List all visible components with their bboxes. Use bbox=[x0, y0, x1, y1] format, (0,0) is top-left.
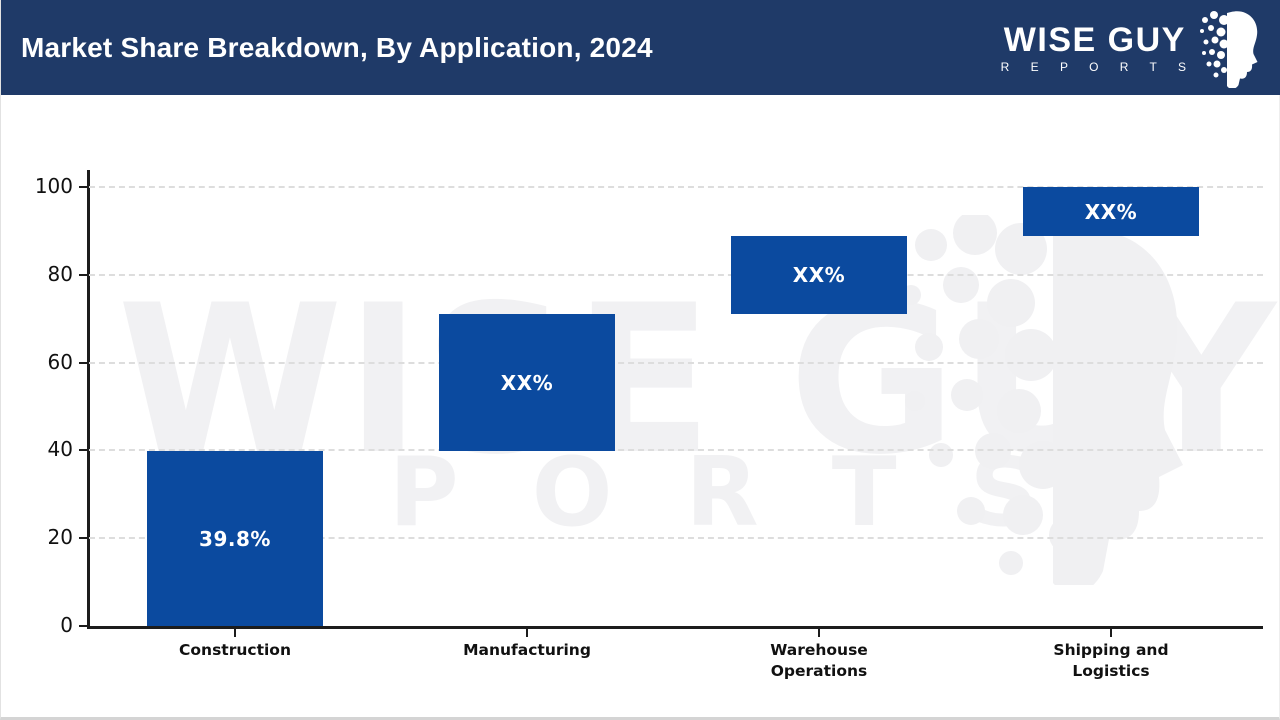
y-tick-60 bbox=[79, 361, 88, 364]
watermark-head-graphic bbox=[901, 215, 1183, 585]
brand-name: WISE GUY bbox=[1003, 20, 1186, 59]
x-tick-1 bbox=[526, 629, 528, 637]
x-tick-2 bbox=[818, 629, 820, 637]
brand-head-icon bbox=[1200, 10, 1258, 88]
y-tick-label-40: 40 bbox=[47, 437, 73, 462]
page-title: Market Share Breakdown, By Application, … bbox=[21, 31, 653, 63]
brand-wordmark: WISE GUY R E P O R T S bbox=[995, 22, 1195, 74]
category-label-1: Manufacturing bbox=[463, 641, 591, 659]
category-label-3: Shipping and Logistics bbox=[1053, 641, 1169, 680]
gridline-y-60 bbox=[89, 361, 1263, 364]
x-tick-3 bbox=[1110, 629, 1112, 637]
bar-value-label: 39.8% bbox=[199, 526, 271, 551]
y-tick-label-20: 20 bbox=[47, 525, 73, 550]
y-tick-0 bbox=[79, 625, 88, 627]
gridline-y-100 bbox=[89, 186, 1263, 188]
gridline-y-80 bbox=[89, 273, 1263, 276]
category-label-2: Warehouse Operations bbox=[770, 641, 868, 680]
bar-warehouse-operations: XX% bbox=[731, 236, 907, 315]
y-tick-label-80: 80 bbox=[47, 261, 73, 286]
x-axis-line bbox=[87, 626, 1263, 629]
brand-subtitle: R E P O R T S bbox=[1000, 59, 1195, 74]
category-label-0: Construction bbox=[179, 641, 291, 659]
y-tick-100 bbox=[79, 186, 88, 188]
header-bar: Market Share Breakdown, By Application, … bbox=[1, 0, 1280, 95]
gridline-y-20 bbox=[89, 537, 1263, 540]
bar-construction: 39.8% bbox=[147, 451, 323, 626]
bar-shipping-and-logistics: XX% bbox=[1023, 187, 1199, 237]
y-tick-label-0: 0 bbox=[60, 613, 73, 637]
y-tick-label-100: 100 bbox=[34, 174, 73, 198]
bar-value-label: XX% bbox=[500, 370, 554, 395]
y-tick-80 bbox=[79, 273, 88, 276]
x-tick-0 bbox=[234, 629, 236, 637]
y-tick-20 bbox=[79, 537, 88, 540]
brand-logo: WISE GUY R E P O R T S bbox=[995, 8, 1267, 88]
y-axis-line bbox=[87, 170, 90, 628]
y-tick-label-60: 60 bbox=[47, 349, 73, 374]
bar-value-label: XX% bbox=[792, 263, 846, 288]
y-tick-40 bbox=[79, 449, 88, 452]
gridline-y-40 bbox=[89, 449, 1263, 452]
bar-value-label: XX% bbox=[1084, 199, 1138, 224]
bar-manufacturing: XX% bbox=[439, 314, 615, 452]
